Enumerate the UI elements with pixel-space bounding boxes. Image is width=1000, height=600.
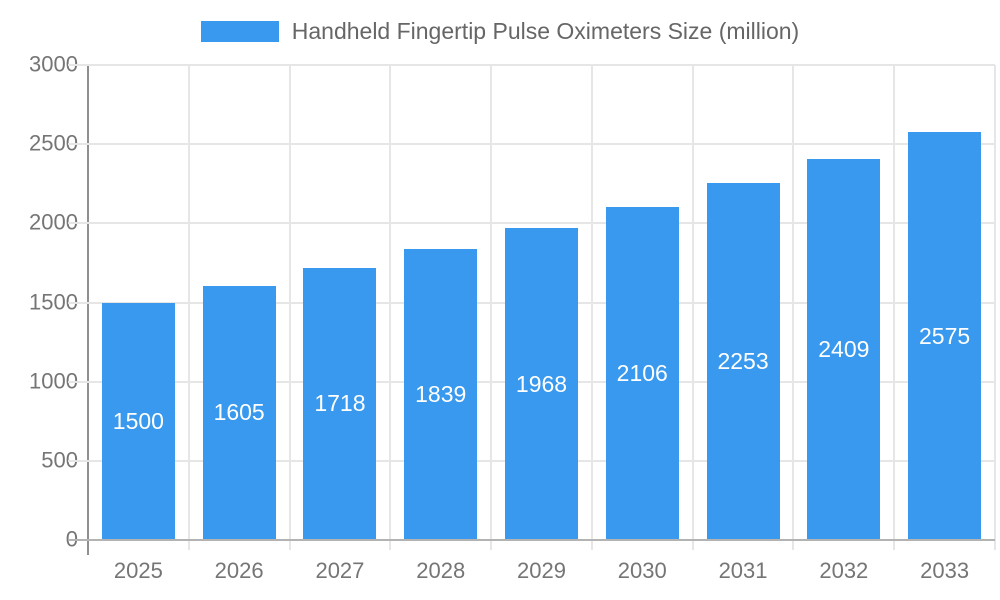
bar-value-label: 2106 (616, 359, 668, 386)
vertical-gridline (288, 65, 291, 550)
vertical-gridline (490, 65, 493, 550)
chart-legend[interactable]: Handheld Fingertip Pulse Oximeters Size … (0, 18, 1000, 45)
vertical-gridline (792, 65, 795, 550)
bar-value-label: 1968 (515, 370, 568, 397)
bar-value-label: 2409 (818, 335, 870, 362)
x-axis-tick-label: 2032 (819, 558, 869, 583)
bar-value-label: 1500 (112, 407, 164, 434)
bar[interactable]: 1605 (202, 285, 276, 540)
horizontal-gridline (68, 222, 995, 225)
x-axis-tick-label: 2030 (617, 558, 667, 583)
bar-value-label: 1718 (314, 390, 366, 417)
x-axis-tick-label: 2033 (920, 558, 970, 583)
horizontal-gridline (68, 64, 995, 66)
bar-value-label: 1839 (415, 380, 467, 407)
bar-value-label: 2253 (717, 348, 769, 375)
bar[interactable]: 1500 (101, 302, 175, 540)
plot-area: 1500 1605 1718 1839 1968 2106 2253 2409 2575 (68, 64, 996, 555)
vertical-gridline (389, 65, 392, 550)
x-axis-tick-label: 2025 (113, 558, 163, 583)
bar[interactable]: 1839 (404, 248, 478, 540)
bar-value-label: 1605 (213, 399, 265, 426)
horizontal-gridline (68, 143, 995, 146)
y-axis-line (87, 65, 89, 555)
vertical-gridline (590, 65, 593, 550)
vertical-gridline (691, 65, 694, 550)
bar[interactable]: 2575 (908, 132, 982, 540)
x-axis-tick-label: 2026 (214, 558, 264, 583)
bar[interactable]: 1968 (505, 228, 578, 540)
legend-label: Handheld Fingertip Pulse Oximeters Size … (291, 18, 800, 44)
x-axis-tick-label: 2029 (517, 558, 566, 583)
vertical-gridline (994, 65, 996, 550)
x-axis-tick-label: 2028 (416, 558, 466, 583)
y-axis-tick-label: 500 (41, 447, 78, 473)
y-axis-tick-label: 1500 (29, 288, 78, 314)
x-axis-tick-label: 2027 (315, 558, 365, 583)
bar[interactable]: 2409 (807, 158, 881, 540)
y-axis-tick-label: 2500 (29, 130, 78, 156)
bar[interactable]: 2253 (706, 183, 780, 540)
vertical-gridline (893, 65, 896, 550)
legend-swatch-icon (200, 21, 279, 42)
y-axis-tick-label: 0 (0, 526, 78, 552)
x-axis-tick-label: 2031 (718, 558, 768, 583)
bar[interactable]: 1718 (303, 267, 377, 540)
y-axis-tick-label: 3000 (29, 51, 78, 77)
x-axis-baseline (68, 539, 995, 541)
bar-value-label: 2575 (919, 322, 971, 349)
y-axis-tick-label: 2000 (29, 209, 78, 235)
y-axis-tick-label: 1000 (29, 368, 78, 394)
bar[interactable]: 2106 (605, 206, 679, 540)
vertical-gridline (187, 65, 190, 550)
